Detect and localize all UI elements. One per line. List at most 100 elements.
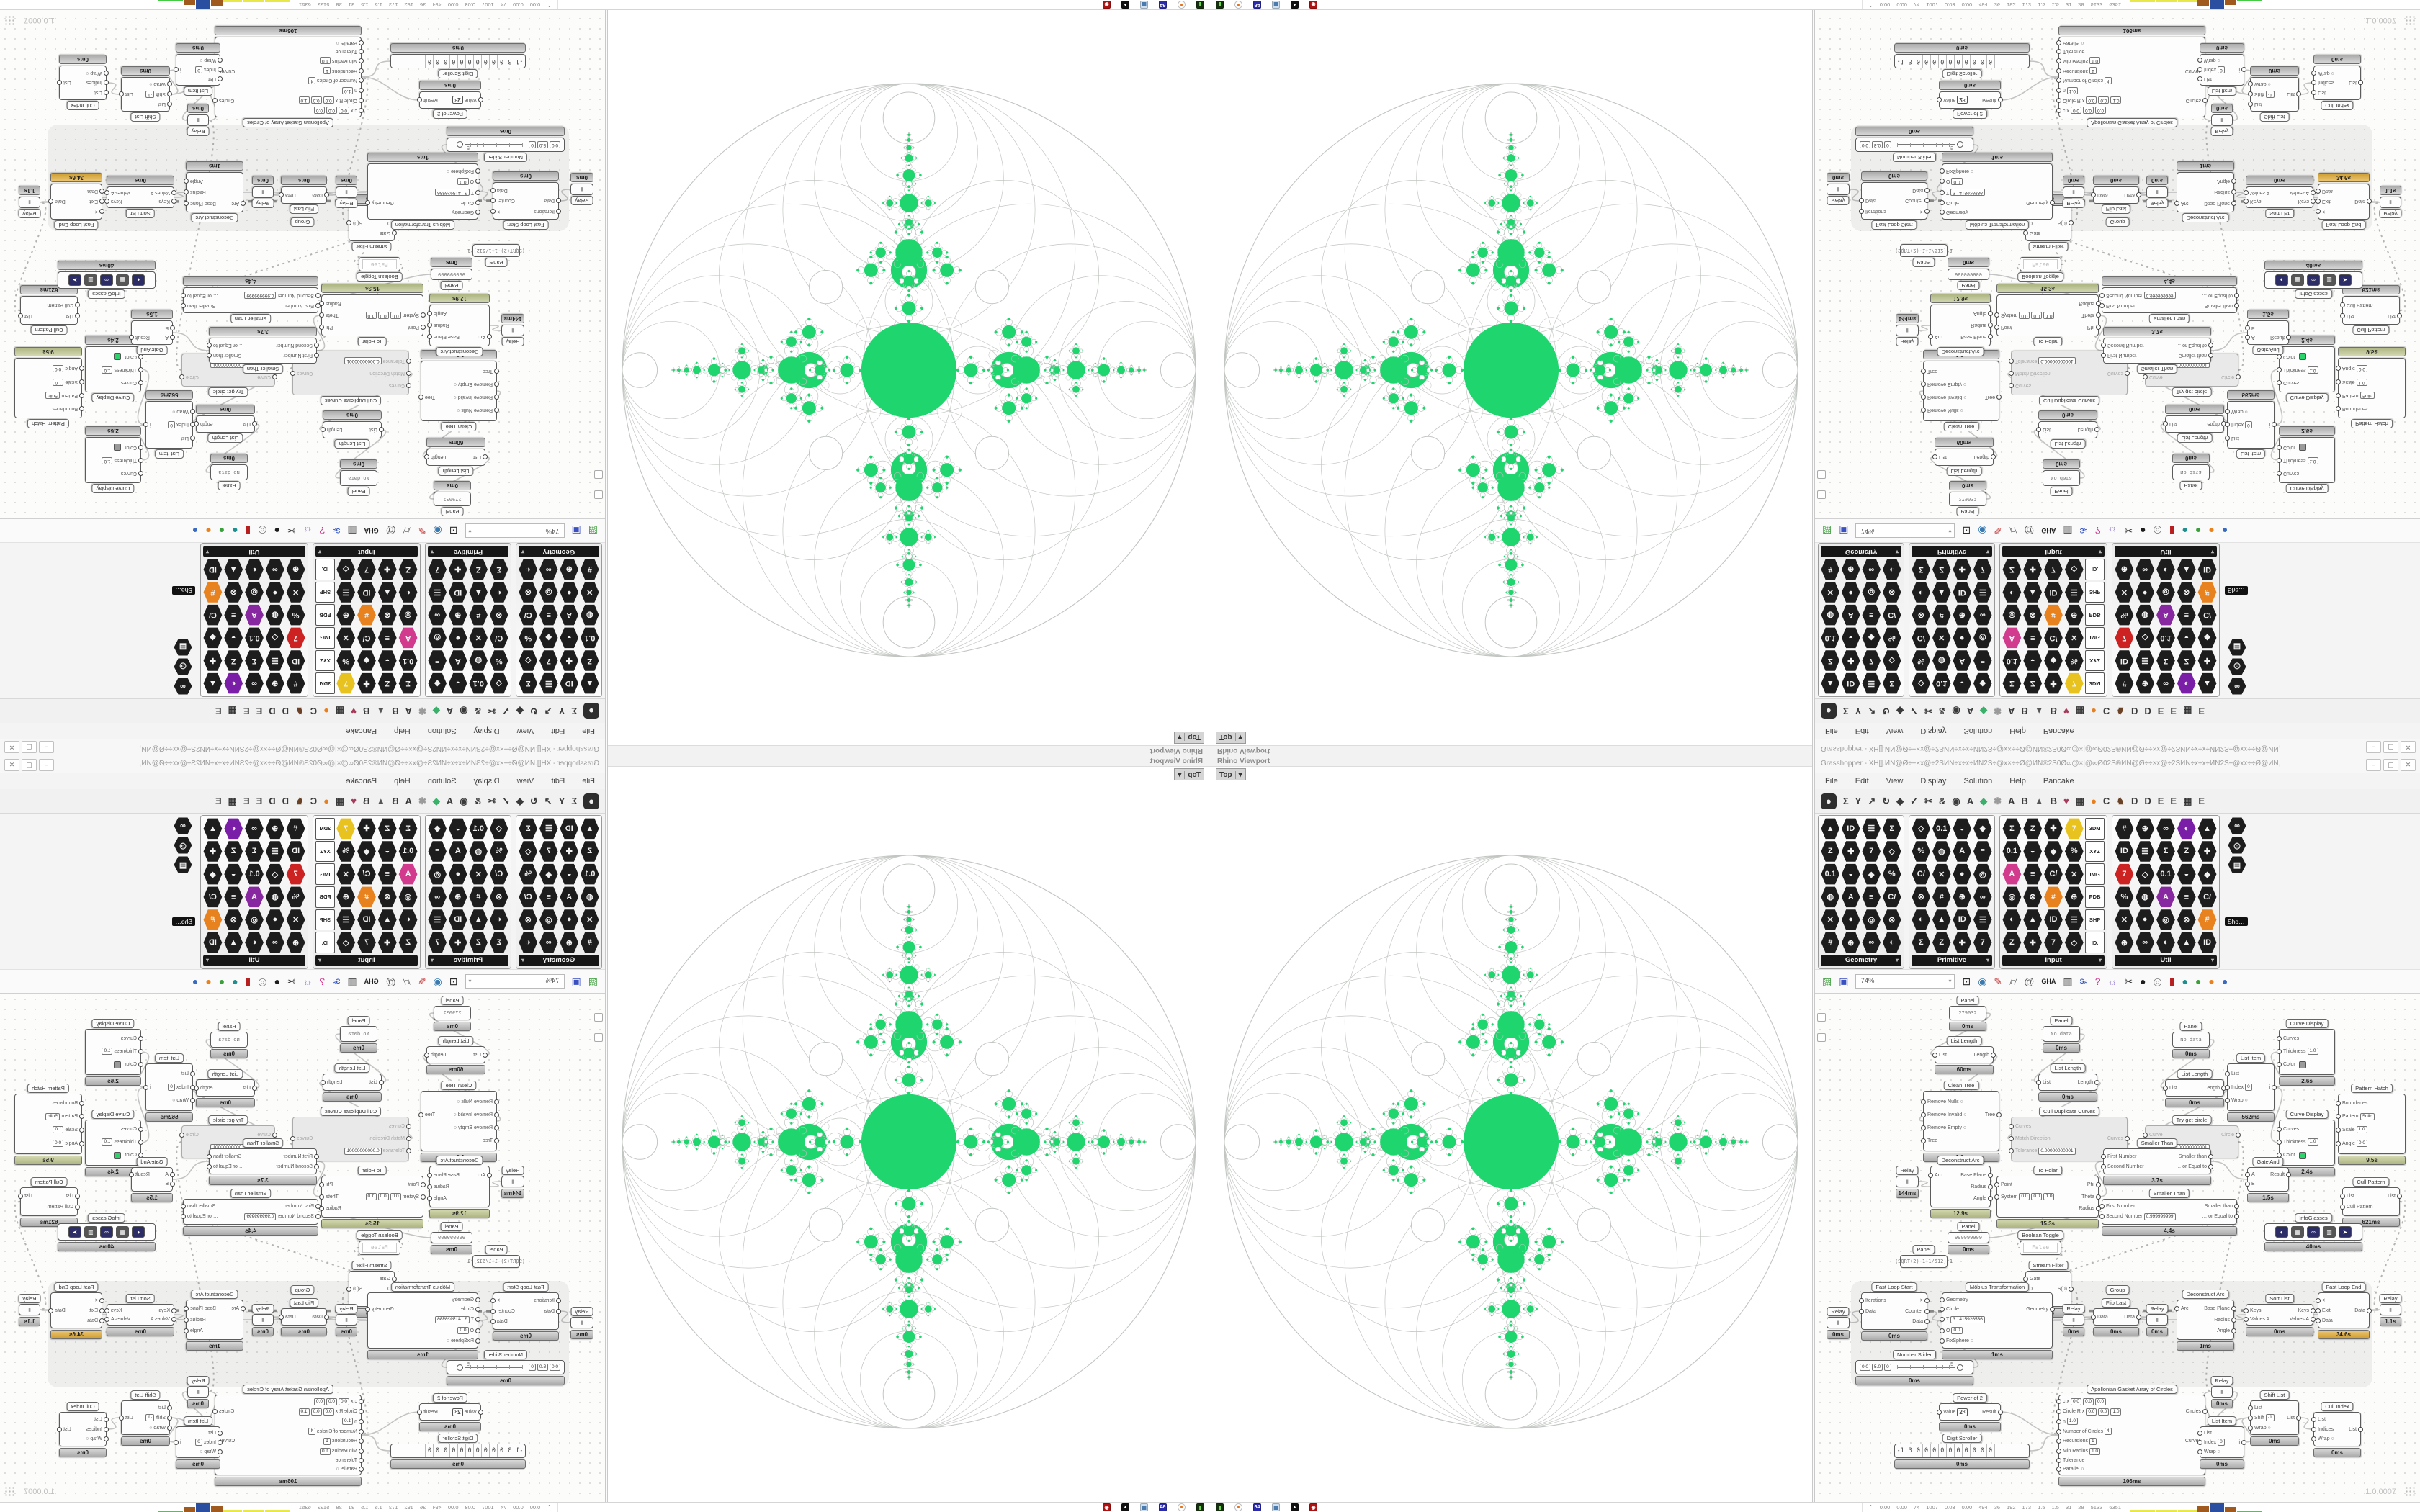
output-port[interactable] (319, 312, 324, 318)
gh-node-ph[interactable]: Boundaries Pattern Solid Scale 1.0 Angle 0.0 (14, 1094, 84, 1154)
gh-node-gateand[interactable]: A Result B (129, 320, 175, 345)
slider-track[interactable]: 5 (1896, 141, 1965, 150)
gh-node-li2[interactable]: List Index 0 i Wrap ○ (174, 1426, 223, 1458)
value-chip[interactable]: 0.0 (1951, 177, 1963, 185)
output-port[interactable] (212, 97, 218, 103)
value-chip[interactable]: 0.0 (310, 1408, 322, 1416)
ball-green-icon[interactable]: ● (218, 525, 225, 536)
component-hex-icon[interactable]: ✚ (203, 650, 223, 672)
gh-node-sortlist[interactable]: Keys Keys Values A Values A (2244, 186, 2316, 208)
output-port[interactable] (184, 189, 189, 195)
input-port[interactable] (1940, 210, 1945, 215)
value-chip[interactable]: 0 (168, 421, 175, 428)
node-label-tag[interactable]: Sort List (126, 209, 155, 218)
output-port[interactable] (18, 1193, 23, 1199)
node-label-tag[interactable]: Möbius Transformation (390, 1282, 455, 1292)
gimp-icon[interactable]: ▲ (1291, 1, 1299, 9)
component-hex-icon[interactable]: C/ (519, 604, 538, 626)
gh-node-st2[interactable]: First Number Smaller than Second Number 0.9… (181, 1199, 321, 1225)
zoom-extents-icon[interactable]: ⊡ (1962, 525, 1971, 536)
tab-12[interactable]: ✱ (418, 706, 426, 717)
gh-node-btoggle[interactable]: False (359, 1241, 400, 1255)
component-hex-icon[interactable]: ID (560, 818, 579, 840)
component-hex-icon[interactable]: Z (1932, 559, 1952, 580)
component-hex-icon[interactable]: ◆ (203, 627, 223, 649)
output-port[interactable] (212, 1409, 218, 1415)
file-type-chip-icon[interactable]: 3DM (315, 818, 335, 840)
tab-25[interactable]: E (243, 795, 250, 806)
output-port[interactable] (57, 1426, 62, 1432)
component-hex-icon[interactable]: ⊕ (2064, 604, 2084, 626)
gh-node-panel5[interactable]: 999999999 (431, 269, 472, 280)
input-port[interactable] (406, 359, 411, 364)
digit-cells[interactable]: -1 3 0 0 0 0 0 0 0 0 0 0 (1895, 55, 2029, 68)
chevron-down-icon[interactable]: ▾ (206, 957, 210, 963)
ball-green-icon[interactable]: ● (2195, 525, 2202, 536)
node-label-tag[interactable]: List Length (438, 1036, 474, 1045)
component-hex-icon[interactable]: ◒ (224, 627, 243, 649)
component-hex-icon[interactable]: ⊗ (519, 909, 538, 931)
input-port[interactable] (167, 1405, 172, 1410)
input-port[interactable] (1994, 325, 1999, 330)
component-hex-icon[interactable]: ◒ (449, 818, 468, 840)
node-label-tag[interactable]: List Length (334, 1063, 370, 1073)
component-hex-icon[interactable]: Σ (398, 818, 418, 840)
input-port[interactable] (2336, 405, 2341, 411)
input-port[interactable] (2009, 371, 2014, 377)
component-hex-icon[interactable]: Σ (2002, 672, 2022, 694)
value-chip[interactable]: 1.0 (298, 1408, 310, 1416)
output-port[interactable] (365, 199, 370, 205)
component-hex-icon[interactable]: ID (357, 909, 377, 931)
gh-node-relayL[interactable]: ▮ (1827, 184, 1850, 195)
component-hex-icon[interactable]: Σ (245, 841, 264, 863)
gh-node-ll2[interactable]: List Length (321, 421, 384, 438)
output-port[interactable] (427, 1195, 432, 1201)
output-port[interactable] (1924, 209, 1930, 214)
node-label-tag[interactable]: Sort List (2265, 209, 2294, 218)
node-label-tag[interactable]: List Item (183, 1416, 213, 1426)
gh-node-fls[interactable]: Iterations > Data Counter Data (490, 1292, 561, 1330)
component-hex-icon[interactable]: ◎ (1973, 627, 1993, 649)
gh-node-ll2[interactable]: List Length (2036, 421, 2099, 438)
firefox-icon[interactable]: ● (1178, 1503, 1186, 1511)
node-label-tag[interactable]: Deconstruct Arc (2182, 213, 2229, 222)
component-hex-icon[interactable]: ◒ (377, 650, 397, 672)
gh-node-decarc2[interactable]: Arc Base Plane Radius Angle (184, 172, 246, 212)
input-port[interactable] (2316, 199, 2321, 204)
output-port[interactable] (48, 1308, 53, 1313)
component-hex-icon[interactable]: # (203, 909, 223, 931)
slider-value-chip[interactable]: 5.0 (1872, 141, 1883, 148)
search-s-icon[interactable]: S⌕ (332, 978, 341, 985)
file-type-chip-icon[interactable]: SHP (315, 581, 335, 603)
node-label-tag[interactable]: Relay (2379, 209, 2402, 218)
output-port[interactable] (346, 1286, 351, 1292)
component-hex-icon[interactable]: ◇ (490, 672, 509, 694)
tab-7[interactable]: ✂ (1924, 706, 1932, 717)
component-hex-icon[interactable]: % (490, 841, 509, 863)
output-port[interactable] (184, 1328, 189, 1333)
output-port[interactable] (321, 1079, 326, 1085)
gh-node-gateand[interactable]: A Result B (129, 1167, 175, 1192)
resize-grip[interactable] (5, 16, 15, 26)
component-hex-icon[interactable]: ✕ (469, 863, 488, 885)
output-port[interactable] (184, 1317, 189, 1323)
wires-icon[interactable]: ✂ (287, 976, 296, 987)
component-hex-icon[interactable]: ⊕ (560, 932, 579, 953)
node-label-tag[interactable]: Panel (1957, 281, 1980, 290)
palette-name[interactable]: Primitive ▾ (428, 955, 508, 966)
infoglasses-icon-1[interactable]: ▦ (116, 274, 129, 286)
gh-node-cleantree[interactable]: Remove Nulls ○ Remove Invalid ○ Tree Remove… (418, 361, 499, 421)
component-hex-icon[interactable]: ≡ (1973, 650, 1993, 672)
component-hex-icon[interactable]: ▲ (224, 559, 243, 580)
value-chip[interactable]: 1.0 (102, 1138, 113, 1146)
value-chip[interactable]: 1.0 (342, 86, 354, 94)
component-hex-icon[interactable]: ◎ (2002, 604, 2022, 626)
tab-14[interactable]: B (392, 706, 399, 717)
output-port[interactable] (1924, 188, 1930, 193)
component-hex-icon[interactable]: ID (2044, 582, 2063, 603)
sphere-icon[interactable]: ● (274, 976, 280, 987)
color-swatch[interactable] (114, 1151, 122, 1159)
node-label-tag[interactable]: Number Slider (1893, 153, 1936, 162)
input-port[interactable] (421, 1194, 426, 1200)
slider-track[interactable]: 5 (455, 1362, 524, 1371)
